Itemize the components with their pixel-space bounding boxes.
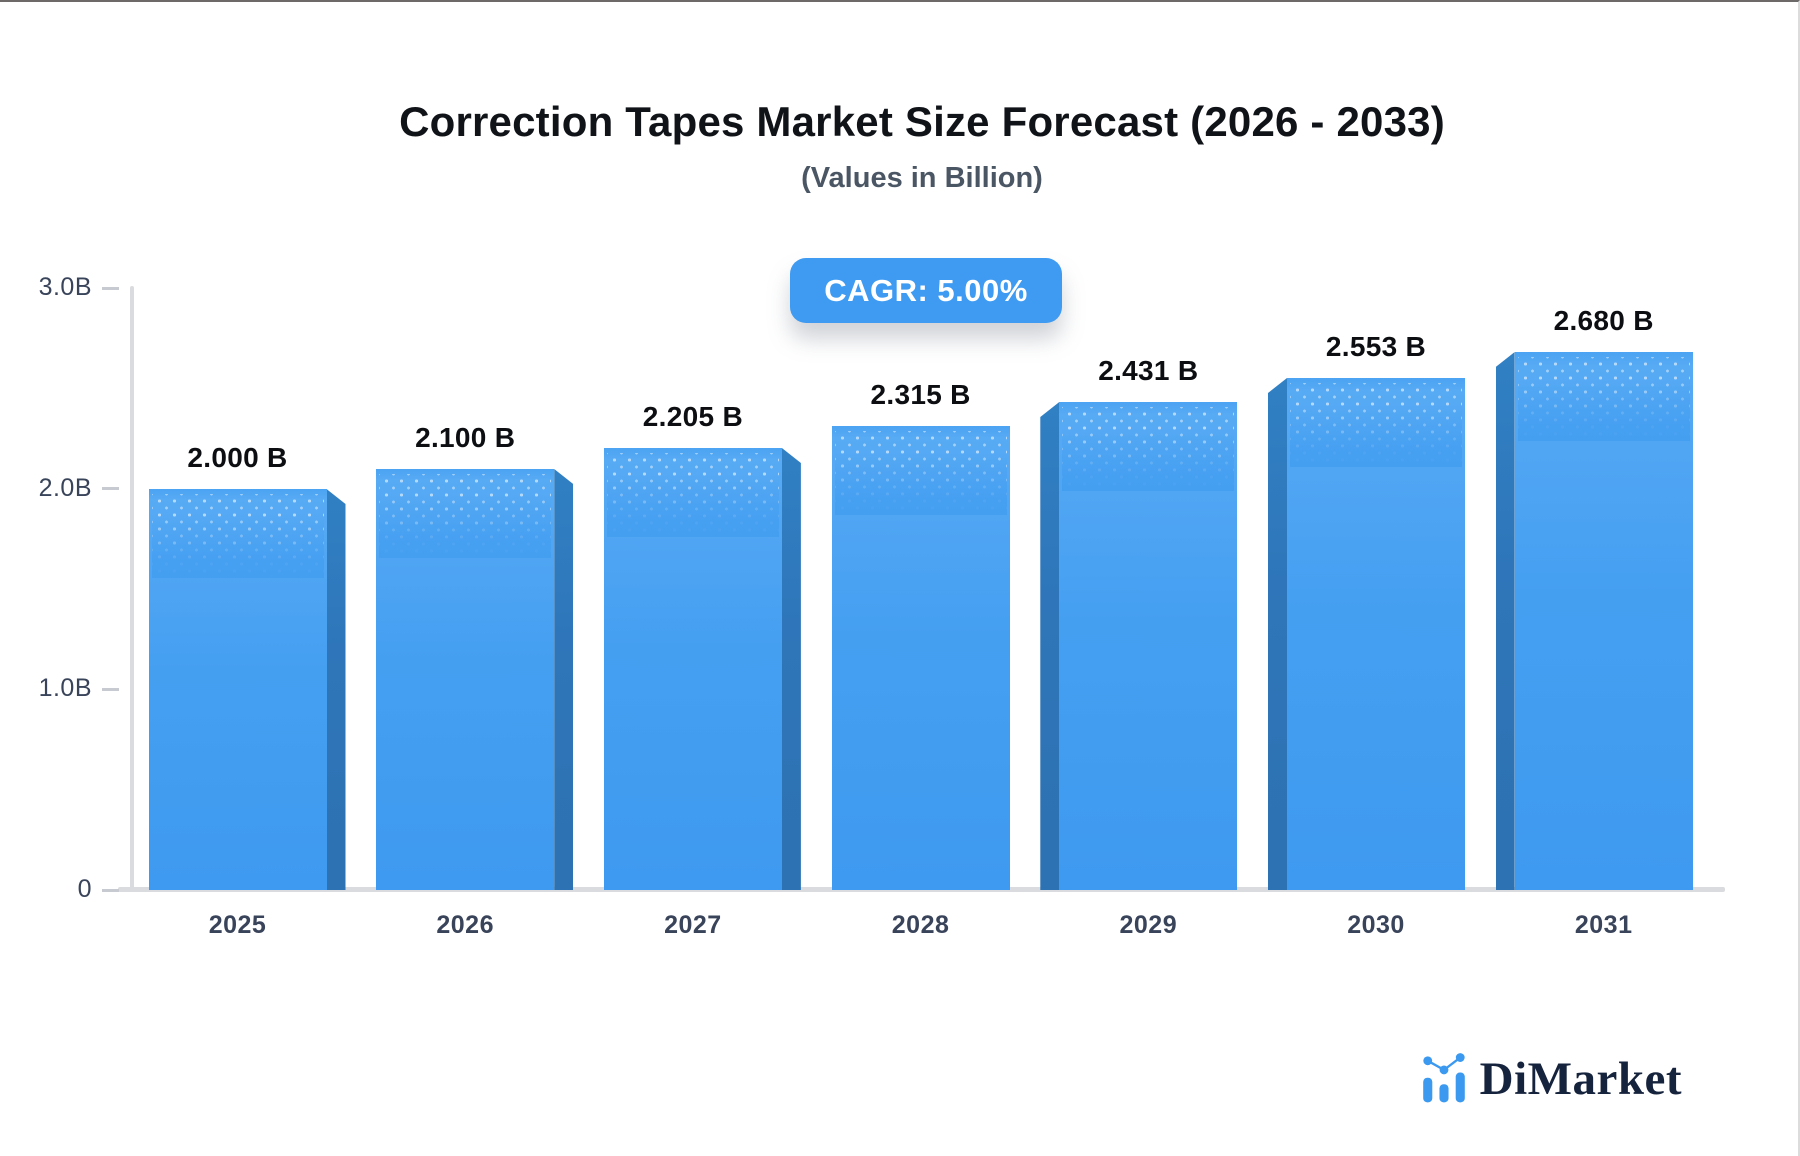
bar-2028[interactable] — [831, 426, 1010, 890]
bar-2025[interactable] — [148, 489, 327, 890]
bar-3d-edge — [554, 469, 574, 890]
x-axis-label: 2031 — [1574, 911, 1633, 939]
bar-value-label: 2.100 B — [415, 422, 516, 453]
y-axis-tick — [102, 687, 119, 691]
bar-group-2030: 2.553 B 2030 — [1268, 331, 1465, 939]
bar-2026[interactable] — [376, 469, 555, 890]
y-axis-tick-label: 3.0B — [38, 273, 92, 302]
bar-value-label: 2.315 B — [870, 379, 971, 410]
y-axis-tick — [102, 888, 119, 892]
bar-group-2026: 2.100 B 2026 — [376, 422, 574, 939]
bar-3d-edge — [326, 489, 346, 890]
y-axis-tick — [102, 286, 119, 290]
chart-title: Correction Tapes Market Size Forecast (2… — [399, 98, 1445, 145]
cagr-badge: CAGR: 5.00% — [790, 258, 1062, 323]
bar-2030[interactable] — [1287, 378, 1465, 890]
brand-logo-text: DiMarket — [1479, 1053, 1682, 1105]
brand-logo: DiMarket — [1420, 1052, 1682, 1106]
bar-2029[interactable] — [1059, 402, 1238, 890]
x-axis-label: 2028 — [891, 911, 950, 939]
bar-value-label: 2.205 B — [642, 401, 743, 432]
bar-3d-edge — [1495, 352, 1515, 890]
x-axis-label: 2030 — [1347, 911, 1405, 939]
bar-group-2027: 2.205 B 2027 — [603, 401, 801, 939]
bar-group-2025: 2.000 B 2025 — [148, 442, 346, 939]
y-axis-tick — [102, 487, 119, 491]
bar-group-2029: 2.431 B 2029 — [1040, 355, 1238, 939]
y-axis-tick-label: 2.0B — [38, 473, 92, 502]
bar-value-label: 2.553 B — [1325, 331, 1427, 362]
x-axis-label: 2026 — [436, 911, 494, 939]
bar-3d-edge — [1040, 402, 1060, 890]
y-axis-line — [130, 286, 134, 892]
bar-3d-edge — [1268, 378, 1287, 890]
bar-group-2031: 2.680 B 2031 — [1495, 305, 1693, 939]
bar-value-label: 2.431 B — [1098, 355, 1199, 386]
bar-2031[interactable] — [1514, 352, 1693, 890]
bar-2027[interactable] — [603, 448, 782, 890]
x-axis-label: 2029 — [1119, 911, 1178, 939]
y-axis-tick-label: 1.0B — [38, 674, 92, 703]
bar-value-label: 2.680 B — [1553, 305, 1654, 336]
bar-value-label: 2.000 B — [187, 442, 288, 473]
bar-chart-logo-icon — [1422, 1053, 1465, 1103]
chart-subtitle: (Values in Billion) — [801, 162, 1043, 194]
x-axis-label: 2025 — [208, 911, 267, 939]
x-axis-label: 2027 — [664, 911, 722, 939]
y-axis-tick-label: 0 — [77, 875, 92, 903]
bar-3d-edge — [781, 448, 801, 890]
bar-group-2028: 2.315 B 2028 — [831, 379, 1010, 939]
cagr-badge-label: CAGR: 5.00% — [824, 272, 1028, 308]
